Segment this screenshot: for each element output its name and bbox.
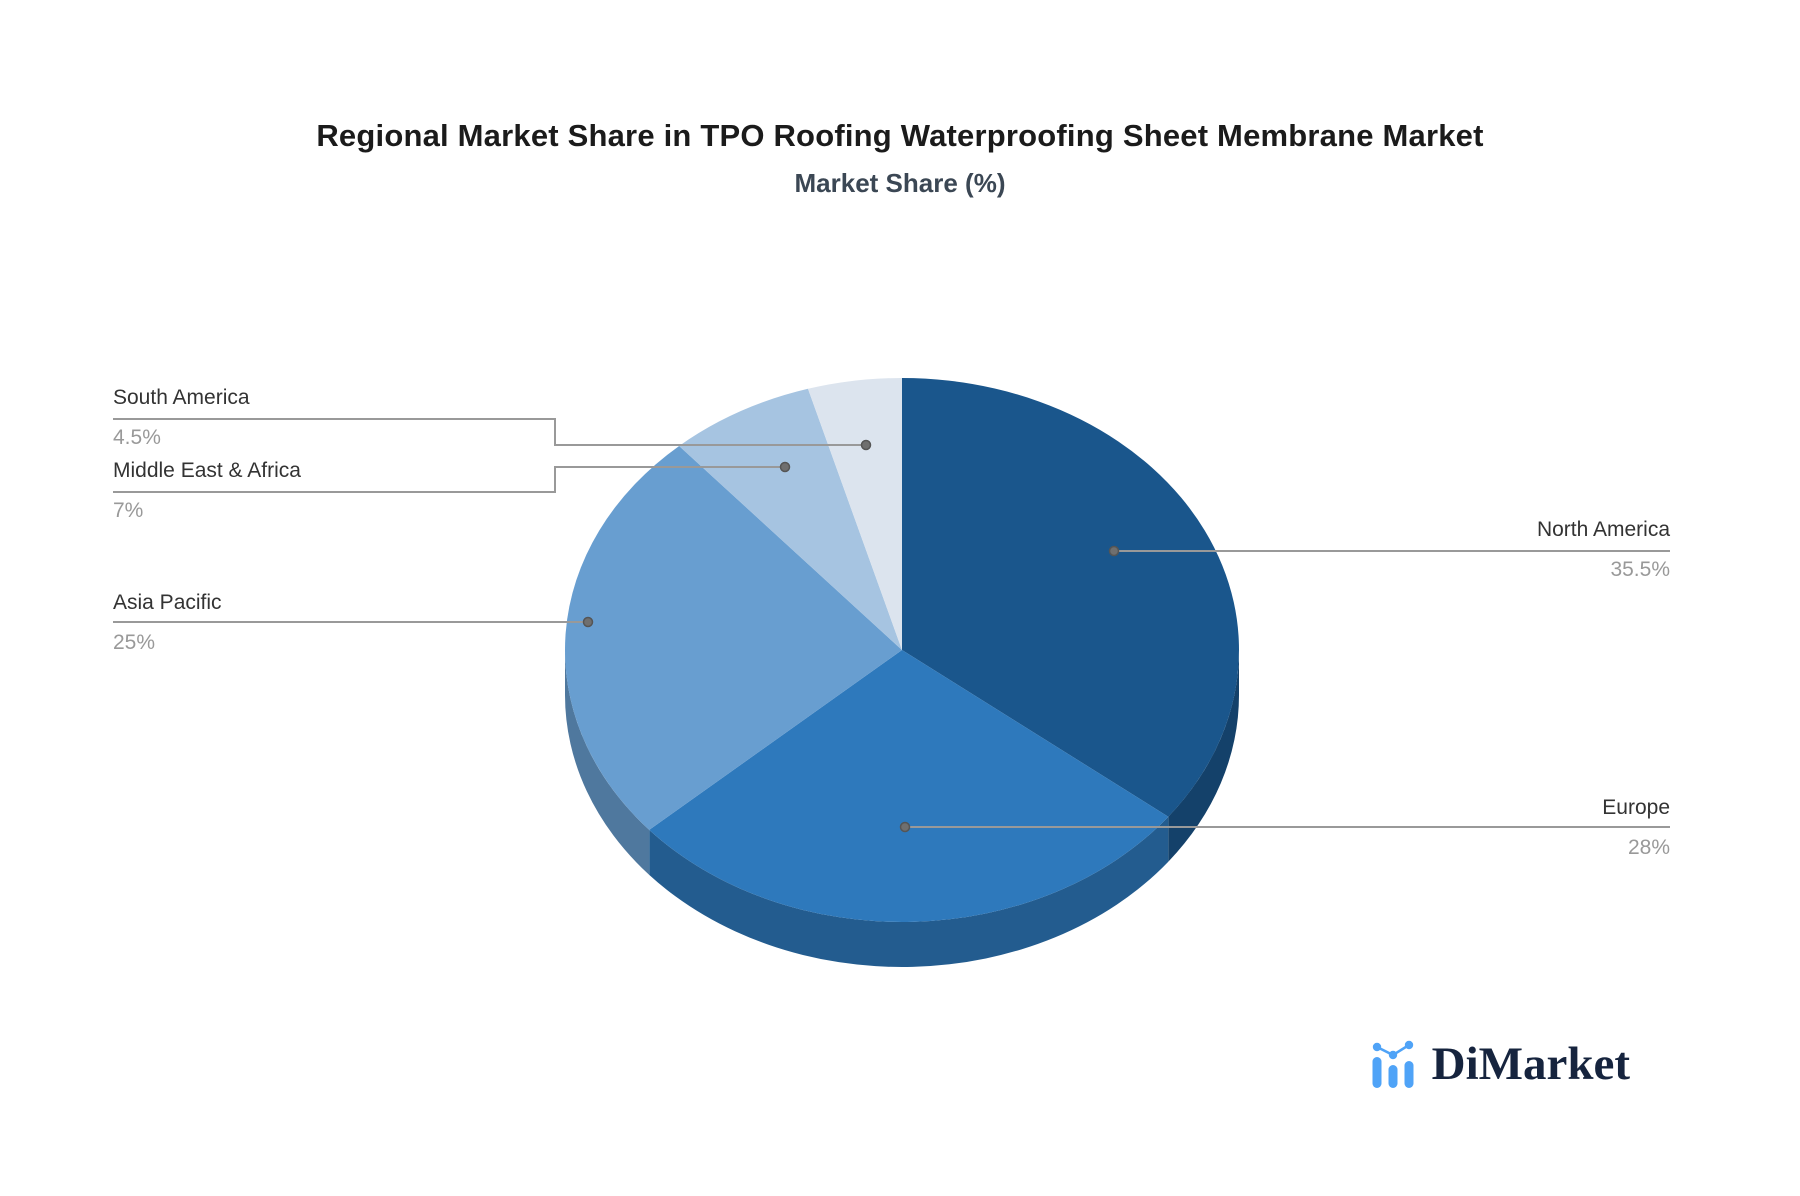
pie-slice-north-america[interactable] [902, 378, 1239, 817]
pie-slice-side-asia-pacific [565, 650, 650, 875]
slice-name: North America [1536, 518, 1670, 541]
leader-dot-asia-pacific [582, 616, 594, 628]
pie-slice-europe[interactable] [649, 650, 1169, 923]
leader-dot-europe [899, 821, 911, 833]
slice-value: 4.5% [113, 426, 161, 449]
slice-value: 7% [113, 499, 144, 522]
pie-slice-side-north-america [1168, 650, 1239, 862]
pie-slice-side-europe [649, 816, 1169, 967]
leader-line-middle-east-africa [113, 466, 785, 493]
slice-name: Europe [1602, 796, 1670, 819]
label-north-america: North America 35.5% [1537, 518, 1670, 582]
pie-slice-middle-east-africa[interactable] [679, 388, 902, 650]
chart-subtitle: Market Share (%) [794, 168, 1006, 198]
label-europe: Europe 28% [1602, 796, 1670, 860]
label-asia-pacific: Asia Pacific 25% [113, 591, 222, 655]
leader-dot-south-america [860, 439, 872, 451]
slice-name: Asia Pacific [113, 591, 222, 614]
slice-value: 28% [1627, 836, 1670, 859]
slice-name: South America [113, 386, 250, 409]
slice-value: 25% [113, 631, 156, 654]
brand-logo: DiMarket [1370, 1038, 1630, 1090]
pie-slice-asia-pacific[interactable] [565, 445, 902, 830]
slice-name: Middle East & Africa [113, 459, 301, 482]
brand-logo-text: DiMarket [1431, 1038, 1630, 1090]
leader-dot-middle-east-africa [779, 461, 791, 473]
dimarket-logo-icon [1372, 1040, 1414, 1088]
label-middle-east-africa: Middle East & Africa 7% [113, 459, 301, 523]
leader-dot-north-america [1108, 545, 1120, 557]
leader-line-south-america [113, 418, 866, 446]
chart-title: Regional Market Share in TPO Roofing Wat… [316, 118, 1484, 153]
slice-value: 35.5% [1610, 558, 1670, 581]
label-south-america: South America 4.5% [113, 386, 250, 450]
